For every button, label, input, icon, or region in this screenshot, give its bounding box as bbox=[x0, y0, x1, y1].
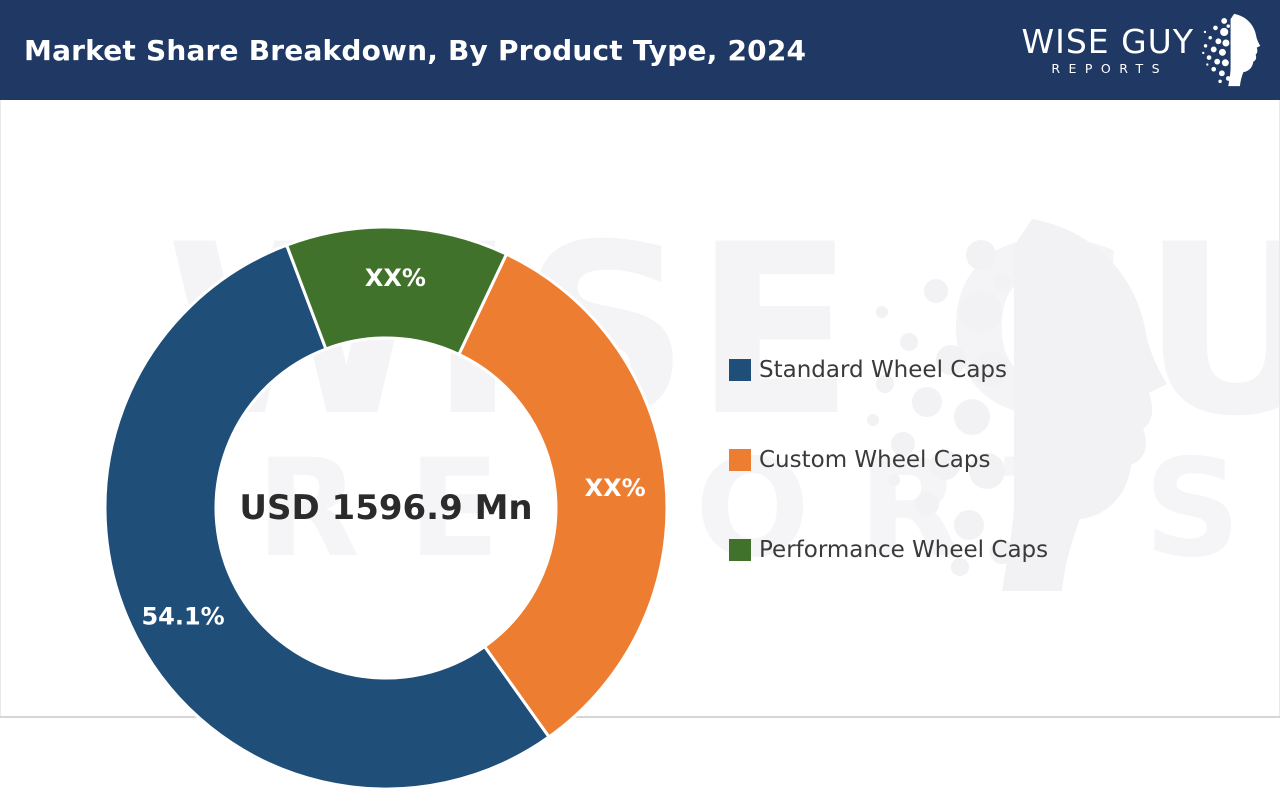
legend-item-performance: Performance Wheel Caps bbox=[729, 537, 1049, 563]
legend-item-standard: Standard Wheel Caps bbox=[729, 357, 1048, 383]
donut-svg: 54.1% XX% XX% bbox=[103, 225, 669, 791]
face-profile-icon bbox=[1202, 13, 1261, 87]
segment-label-2: XX% bbox=[365, 264, 426, 292]
chart-area: WISE GUY REPORTS 54.1%XX%XX% USD 1596.9 … bbox=[0, 100, 1280, 791]
donut-chart: 54.1% XX% XX% bbox=[86, 208, 686, 808]
legend-swatch-orange bbox=[729, 449, 751, 471]
logo-subtitle: REPORTS bbox=[1051, 60, 1169, 76]
legend: Standard Wheel Caps Custom Wheel Caps Pe… bbox=[729, 357, 1049, 563]
wise-guy-logo: WISE GUY REPORTS bbox=[1021, 12, 1262, 88]
legend-item-custom: Custom Wheel Caps bbox=[729, 447, 1048, 473]
segment-label-1: XX% bbox=[585, 474, 646, 502]
legend-label: Custom Wheel Caps bbox=[759, 447, 991, 473]
donut-center-value: USD 1596.9 Mn bbox=[239, 488, 533, 528]
header-bar: Market Share Breakdown, By Product Type,… bbox=[0, 0, 1280, 100]
legend-swatch-green bbox=[729, 539, 751, 561]
page-title: Market Share Breakdown, By Product Type,… bbox=[24, 33, 807, 67]
logo-text: WISE GUY REPORTS bbox=[1021, 25, 1194, 76]
logo-wordmark: WISE GUY bbox=[1021, 21, 1194, 61]
legend-label: Standard Wheel Caps bbox=[759, 357, 1008, 383]
legend-swatch-blue bbox=[729, 359, 751, 381]
donut-segment-2 bbox=[284, 225, 509, 357]
donut-segment-1 bbox=[456, 252, 669, 739]
bottom-divider bbox=[0, 716, 1280, 718]
legend-label: Performance Wheel Caps bbox=[759, 537, 1049, 563]
segment-label-0: 54.1% bbox=[141, 602, 224, 630]
